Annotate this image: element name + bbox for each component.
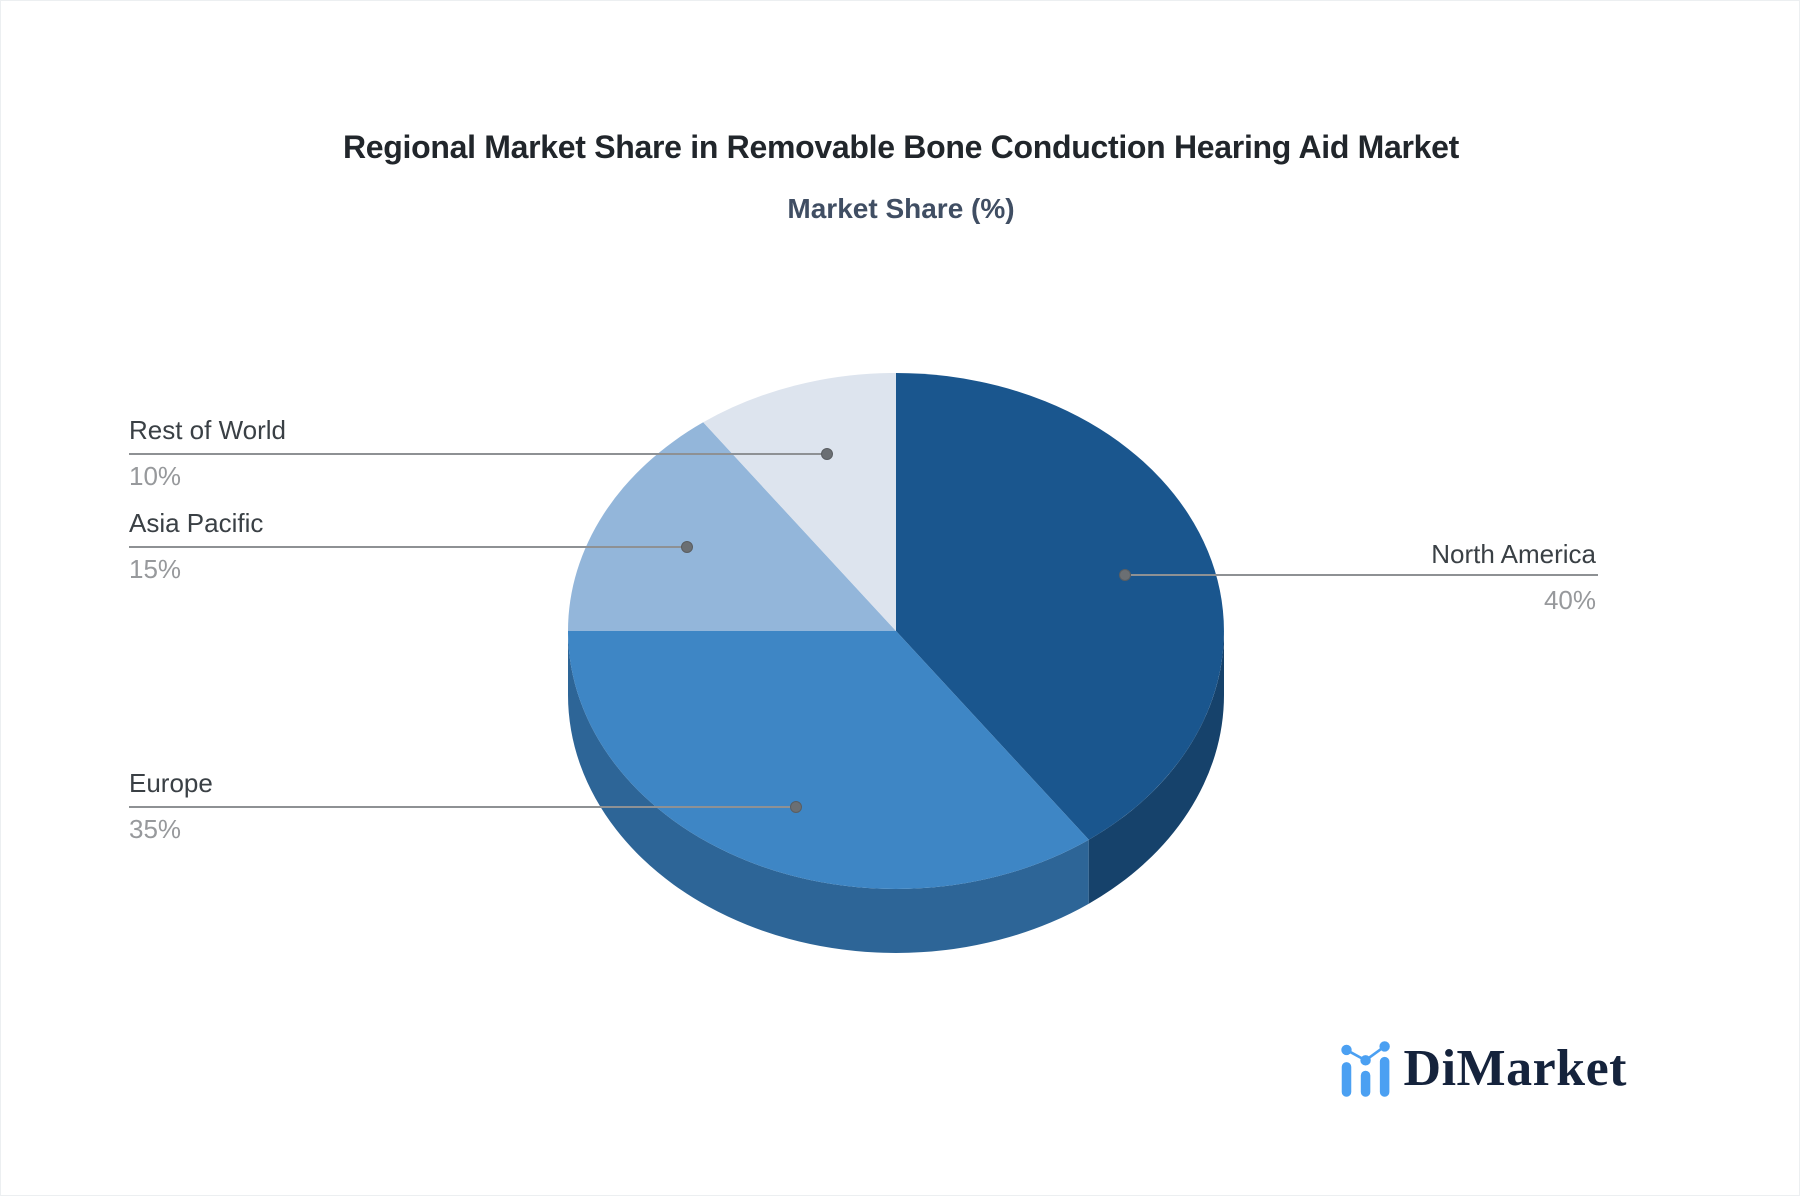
- callout-dot-europe: [790, 801, 802, 813]
- callout-dot-north-america: [1119, 569, 1131, 581]
- pct-asia-pacific: 15%: [129, 554, 182, 584]
- pie-slice-europe: [568, 631, 1089, 889]
- pie-slice-rest-of-world: [703, 373, 896, 631]
- label-europe: Europe: [129, 768, 213, 798]
- callout-dot-rest-of-world: [821, 448, 833, 460]
- pie-side-north-america: [1088, 631, 1224, 904]
- pie-side-europe: [568, 631, 1089, 953]
- pct-europe: 35%: [129, 814, 182, 844]
- callout-dot-asia-pacific: [681, 541, 693, 553]
- dimarket-logo-icon: [1340, 1040, 1390, 1097]
- label-asia-pacific: Asia Pacific: [129, 508, 264, 538]
- pct-rest-of-world: 10%: [129, 461, 182, 491]
- pie-slice-asia-pacific: [568, 422, 896, 631]
- dimarket-logo: DiMarket: [1340, 1039, 1627, 1098]
- chart-subtitle: Market Share (%): [787, 193, 1015, 224]
- label-north-america: North America: [1431, 539, 1596, 569]
- pie-slice-north-america: [896, 373, 1224, 840]
- label-rest-of-world: Rest of World: [129, 415, 287, 445]
- pct-north-america: 40%: [1543, 585, 1596, 615]
- dimarket-logo-text: DiMarket: [1403, 1040, 1627, 1097]
- chart-title: Regional Market Share in Removable Bone …: [342, 129, 1460, 165]
